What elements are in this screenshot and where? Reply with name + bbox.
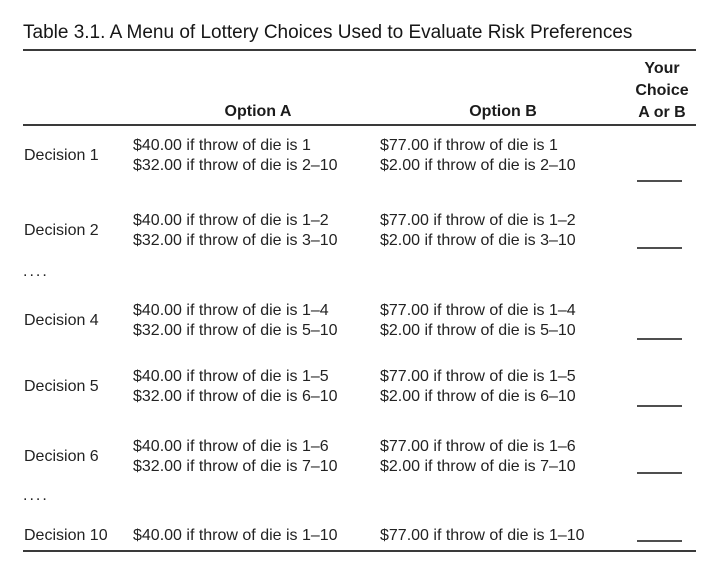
header-rule [23, 124, 696, 126]
bottom-rule [23, 550, 696, 552]
option-a-line-1: $40.00 if throw of die is 1–2 [133, 212, 329, 229]
decision-label: Decision 2 [24, 222, 99, 239]
choice-header-line-3: A or B [638, 104, 686, 121]
ellipsis-dots: .... [23, 263, 49, 280]
decision-label: Decision 10 [24, 527, 108, 544]
option-a-cell: $40.00 if throw of die is 1 $32.00 if th… [133, 136, 338, 176]
option-a-cell: $40.00 if throw of die is 1–5 $32.00 if … [133, 367, 338, 407]
choice-header-line-1: Your [644, 60, 680, 77]
choice-blank [637, 540, 682, 542]
option-a-line-1: $40.00 if throw of die is 1 [133, 137, 311, 154]
ellipsis-row: .... [0, 262, 726, 312]
top-rule [23, 49, 696, 51]
table-row-decision-1: Decision 1 $40.00 if throw of die is 1 $… [0, 136, 726, 186]
option-b-line-2: $2.00 if throw of die is 3–10 [380, 232, 576, 249]
option-b-line-2: $2.00 if throw of die is 7–10 [380, 458, 576, 475]
column-header-option-a: Option A [224, 103, 292, 120]
table-row-decision-10: Decision 10 $40.00 if throw of die is 1–… [0, 526, 726, 561]
table-row-decision-6: Decision 6 $40.00 if throw of die is 1–6… [0, 437, 726, 487]
table-title: Table 3.1. A Menu of Lottery Choices Use… [23, 22, 633, 43]
choice-blank [637, 472, 682, 474]
ellipsis-dots: .... [23, 487, 49, 504]
table-row-decision-5: Decision 5 $40.00 if throw of die is 1–5… [0, 367, 726, 417]
option-b-line-1: $77.00 if throw of die is 1 [380, 137, 558, 154]
option-b-cell: $77.00 if throw of die is 1–5 $2.00 if t… [380, 367, 576, 407]
option-b-line-1: $77.00 if throw of die is 1–2 [380, 212, 576, 229]
option-a-line-2: $32.00 if throw of die is 7–10 [133, 458, 338, 475]
option-a-cell: $40.00 if throw of die is 1–10 [133, 526, 338, 546]
option-b-line-1: $77.00 if throw of die is 1–6 [380, 438, 576, 455]
option-b-cell: $77.00 if throw of die is 1 $2.00 if thr… [380, 136, 576, 176]
column-header-option-b: Option B [469, 103, 537, 120]
decision-label: Decision 5 [24, 378, 99, 395]
choice-blank [637, 338, 682, 340]
option-b-cell: $77.00 if throw of die is 1–4 $2.00 if t… [380, 301, 576, 341]
option-a-line-2: $32.00 if throw of die is 5–10 [133, 322, 338, 339]
option-a-cell: $40.00 if throw of die is 1–4 $32.00 if … [133, 301, 338, 341]
option-a-line-2: $32.00 if throw of die is 2–10 [133, 157, 338, 174]
option-a-line-2: $32.00 if throw of die is 3–10 [133, 232, 338, 249]
option-a-line-1: $40.00 if throw of die is 1–5 [133, 368, 329, 385]
decision-label: Decision 1 [24, 147, 99, 164]
ellipsis-row: .... [0, 486, 726, 536]
decision-label: Decision 4 [24, 312, 99, 329]
option-b-line-2: $2.00 if throw of die is 6–10 [380, 388, 576, 405]
option-a-line-1: $40.00 if throw of die is 1–10 [133, 527, 338, 544]
option-b-cell: $77.00 if throw of die is 1–2 $2.00 if t… [380, 211, 576, 251]
option-b-line-1: $77.00 if throw of die is 1–5 [380, 368, 576, 385]
option-a-cell: $40.00 if throw of die is 1–2 $32.00 if … [133, 211, 338, 251]
option-b-cell: $77.00 if throw of die is 1–6 $2.00 if t… [380, 437, 576, 477]
option-b-line-2: $2.00 if throw of die is 2–10 [380, 157, 576, 174]
choice-blank [637, 247, 682, 249]
choice-blank [637, 405, 682, 407]
option-b-line-1: $77.00 if throw of die is 1–10 [380, 527, 585, 544]
table-row-decision-4: Decision 4 $40.00 if throw of die is 1–4… [0, 301, 726, 351]
choice-header-line-2: Choice [635, 82, 689, 99]
option-a-cell: $40.00 if throw of die is 1–6 $32.00 if … [133, 437, 338, 477]
option-b-line-2: $2.00 if throw of die is 5–10 [380, 322, 576, 339]
option-b-line-1: $77.00 if throw of die is 1–4 [380, 302, 576, 319]
option-a-line-1: $40.00 if throw of die is 1–6 [133, 438, 329, 455]
table-row-decision-2: Decision 2 $40.00 if throw of die is 1–2… [0, 211, 726, 261]
option-a-line-1: $40.00 if throw of die is 1–4 [133, 302, 329, 319]
option-b-cell: $77.00 if throw of die is 1–10 [380, 526, 585, 546]
choice-blank [637, 180, 682, 182]
decision-label: Decision 6 [24, 448, 99, 465]
option-a-line-2: $32.00 if throw of die is 6–10 [133, 388, 338, 405]
column-header-your-choice: Your Choice A or B [627, 58, 697, 124]
